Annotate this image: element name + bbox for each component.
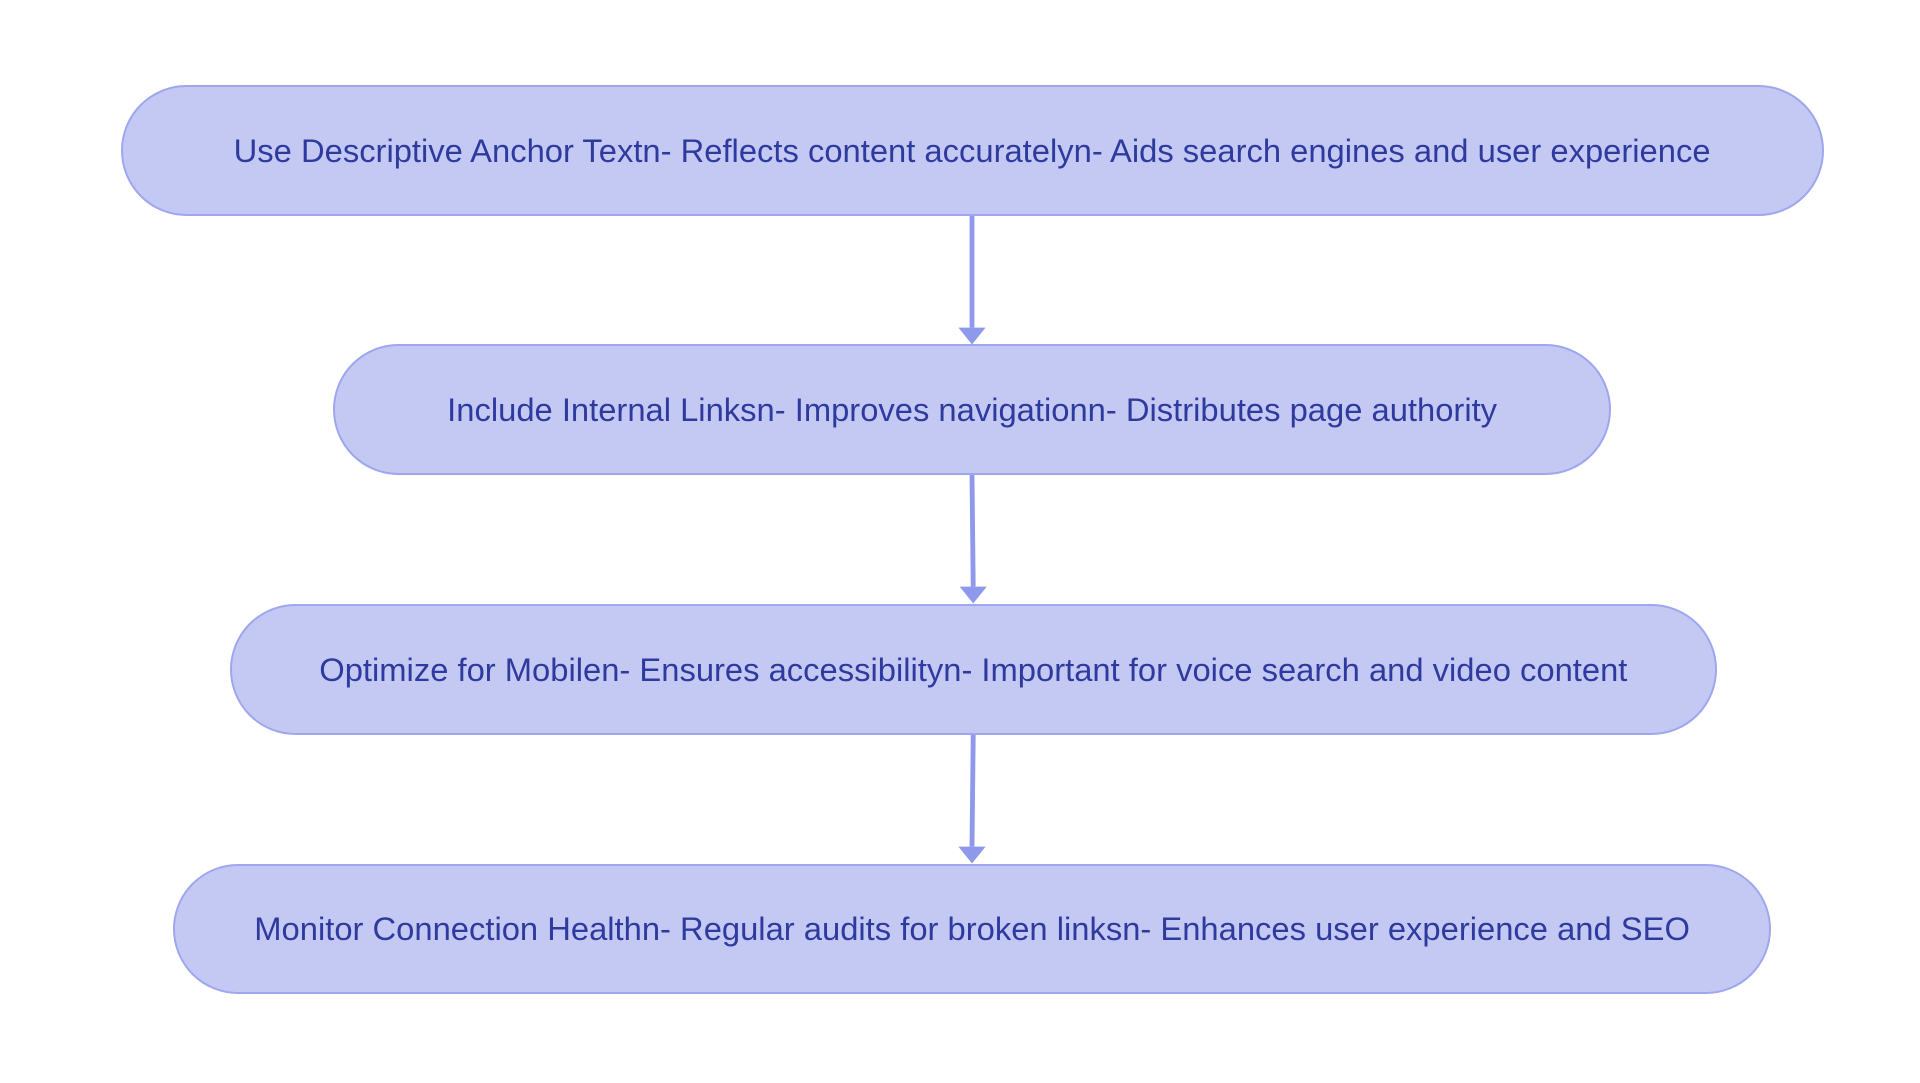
flow-node-label: Monitor Connection Healthn- Regular audi… <box>254 909 1690 948</box>
flowchart-container: Use Descriptive Anchor Textn- Reflects c… <box>0 0 1920 1083</box>
flow-node-label: Optimize for Mobilen- Ensures accessibil… <box>319 650 1627 689</box>
flow-node: Use Descriptive Anchor Textn- Reflects c… <box>121 85 1824 216</box>
flow-node-label: Use Descriptive Anchor Textn- Reflects c… <box>234 131 1711 170</box>
flow-node-label: Include Internal Linksn- Improves naviga… <box>447 390 1497 429</box>
flow-edge <box>952 733 993 866</box>
flow-edge <box>952 214 992 347</box>
flow-node: Optimize for Mobilen- Ensures accessibil… <box>230 604 1717 735</box>
flow-edge <box>952 473 993 606</box>
flow-node: Include Internal Linksn- Improves naviga… <box>333 344 1611 475</box>
flow-node: Monitor Connection Healthn- Regular audi… <box>173 864 1771 995</box>
